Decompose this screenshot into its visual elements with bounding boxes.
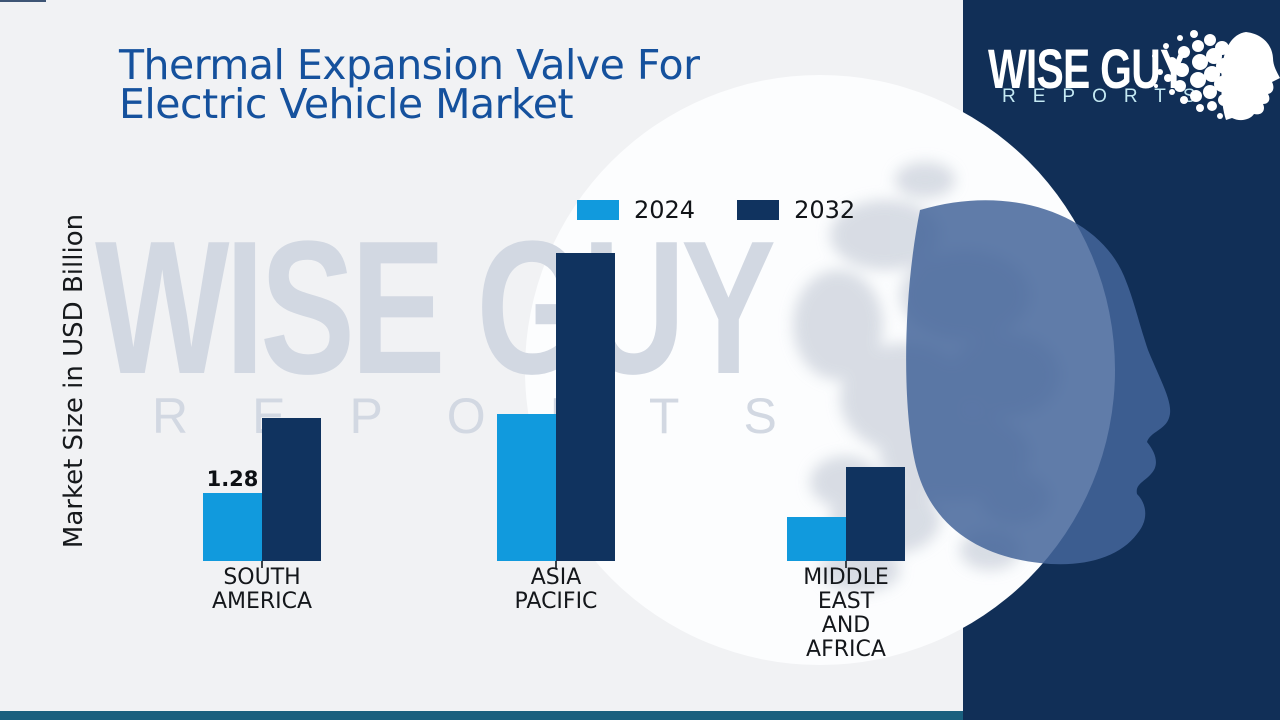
x-axis-tick: [845, 561, 847, 568]
bar-2032-middle-east-and-africa: [846, 467, 905, 561]
category-label-middle-east-and-africa: MIDDLE EAST AND AFRICA: [803, 565, 889, 662]
chart-legend: 2024 2032: [577, 196, 855, 224]
brand-wordmark-sub: REPORTS: [1002, 86, 1213, 107]
bottom-accent-bar: [0, 711, 1280, 720]
watermark-reports: REPORTS: [152, 391, 841, 441]
legend-label-2032: 2032: [794, 196, 856, 224]
chart-title: Thermal Expansion Valve For Electric Veh…: [119, 41, 700, 128]
face-silhouette-icon: [906, 200, 1171, 565]
legend-swatch-2032-icon: [737, 200, 780, 220]
chart-title-line1: Thermal Expansion Valve For: [119, 41, 700, 89]
brand-logo: WISE GUY REPORTS: [963, 0, 1280, 720]
legend-swatch-2024-icon: [577, 200, 619, 220]
bar-2024-asia-pacific: [497, 414, 556, 561]
legend-item-2024: 2024: [577, 196, 695, 224]
legend-label-2024: 2024: [634, 196, 696, 224]
top-left-accent: [0, 0, 46, 2]
dotted-face-profile-icon: [1152, 30, 1280, 121]
brand-wordmark: WISE GUY: [988, 37, 1187, 100]
bar-2032-south-america: [262, 418, 321, 561]
bar-2032-asia-pacific: [556, 253, 615, 561]
category-label-south-america: SOUTH AMERICA: [211, 565, 313, 614]
bar-2024-south-america: [203, 493, 262, 561]
y-axis-label: Market Size in USD Billion: [59, 213, 89, 549]
bar-2024-middle-east-and-africa: [787, 517, 846, 561]
category-label-asia-pacific: ASIA PACIFIC: [514, 565, 598, 614]
chart-title-line2: Electric Vehicle Market: [119, 80, 574, 128]
x-axis-tick: [261, 561, 263, 568]
legend-item-2032: 2032: [737, 196, 855, 224]
watermark-wiseguy: WISE GUY: [95, 202, 776, 414]
bar-value-label: 1.28: [206, 467, 259, 491]
x-axis-tick: [555, 561, 557, 568]
